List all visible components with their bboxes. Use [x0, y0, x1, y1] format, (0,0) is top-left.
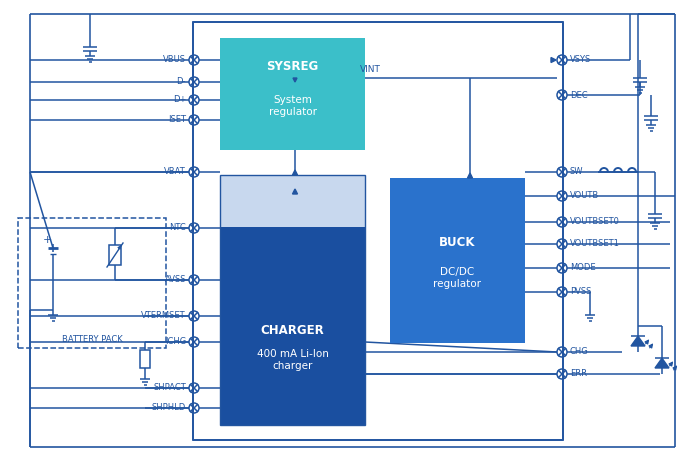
- Text: NTC: NTC: [169, 224, 186, 232]
- Text: 400 mA Li-Ion
charger: 400 mA Li-Ion charger: [257, 349, 328, 371]
- Text: VOUTBSET0: VOUTBSET0: [570, 218, 620, 226]
- Text: D+: D+: [173, 96, 186, 104]
- Text: +: +: [42, 235, 52, 245]
- Bar: [220, 38, 365, 150]
- Text: SW: SW: [570, 168, 584, 176]
- Polygon shape: [551, 57, 556, 62]
- Text: PVSS: PVSS: [570, 287, 592, 297]
- Bar: [220, 227, 365, 425]
- Text: VOUTB: VOUTB: [570, 192, 599, 201]
- Text: SYSREG: SYSREG: [267, 60, 318, 73]
- Text: VSYS: VSYS: [570, 55, 592, 65]
- Text: VOUTBSET1: VOUTBSET1: [570, 239, 620, 249]
- Text: AVSS: AVSS: [164, 275, 186, 285]
- Text: MODE: MODE: [570, 263, 596, 273]
- Polygon shape: [631, 336, 645, 346]
- Text: VINT: VINT: [360, 66, 380, 74]
- Bar: [220, 175, 365, 425]
- Text: ICHG: ICHG: [164, 338, 186, 346]
- Polygon shape: [468, 173, 472, 178]
- Text: BUCK: BUCK: [440, 237, 476, 249]
- Text: D-: D-: [176, 78, 186, 86]
- Bar: [220, 175, 365, 227]
- Bar: [140, 350, 150, 368]
- Bar: [390, 178, 525, 343]
- Text: ERR: ERR: [570, 370, 587, 378]
- Polygon shape: [655, 358, 669, 368]
- Text: VBUS: VBUS: [163, 55, 186, 65]
- Text: ISET: ISET: [168, 116, 186, 124]
- Text: SHPHLD: SHPHLD: [152, 403, 186, 413]
- Text: VTERMSET: VTERMSET: [141, 311, 186, 321]
- Text: SHPACT: SHPACT: [153, 383, 186, 393]
- Polygon shape: [293, 78, 297, 82]
- Text: CHARGER: CHARGER: [260, 323, 324, 336]
- Polygon shape: [293, 189, 297, 194]
- Bar: [109, 245, 121, 265]
- Text: System
regulator: System regulator: [269, 95, 316, 117]
- Text: BATTERY PACK: BATTERY PACK: [62, 335, 122, 345]
- Bar: [18, 218, 166, 348]
- Text: CHG: CHG: [570, 347, 589, 357]
- Text: DEC: DEC: [570, 91, 587, 99]
- Text: VBAT: VBAT: [164, 168, 186, 176]
- Text: DC/DC
regulator: DC/DC regulator: [433, 267, 482, 289]
- Polygon shape: [293, 170, 297, 175]
- Bar: [193, 22, 563, 440]
